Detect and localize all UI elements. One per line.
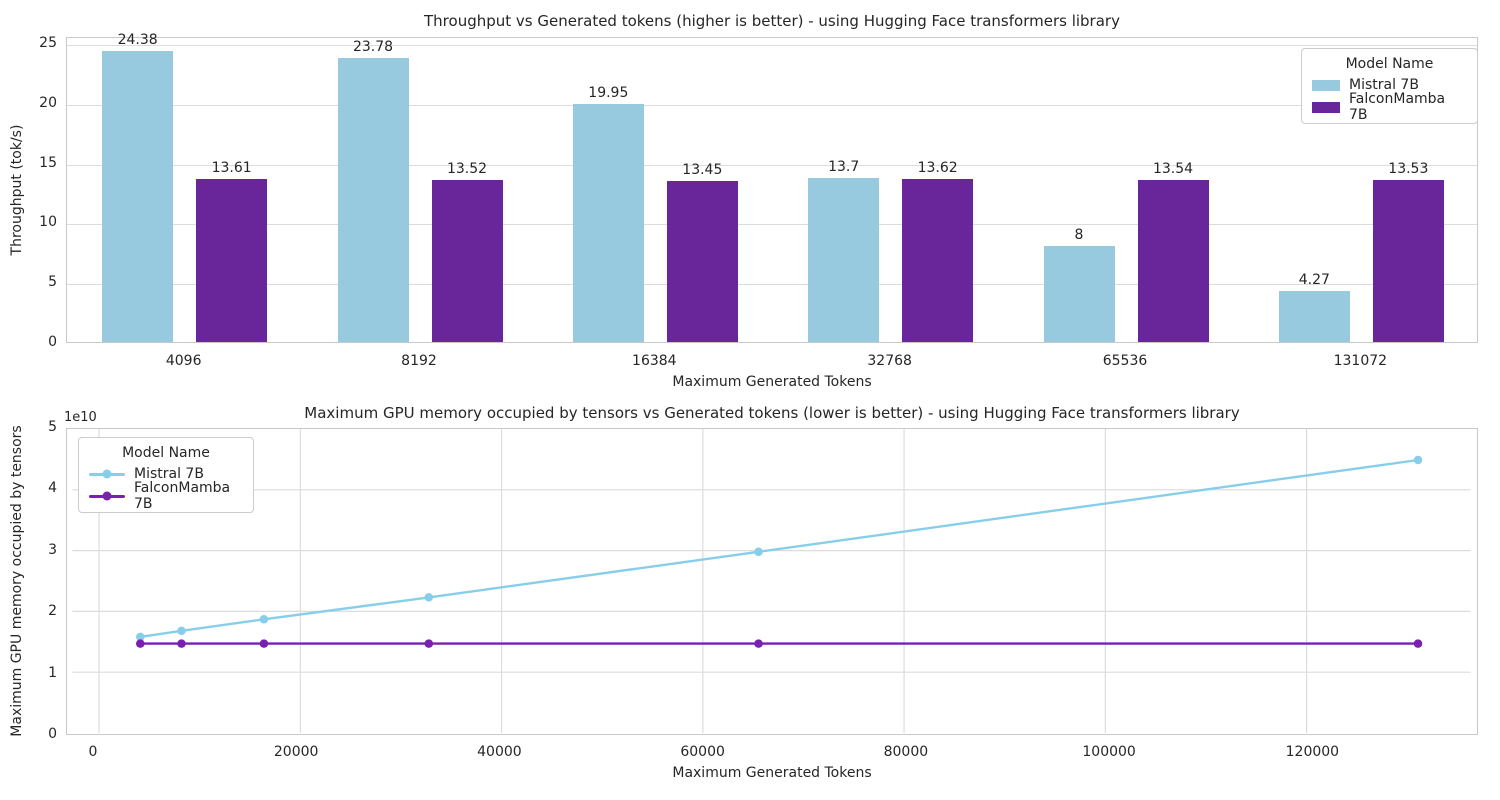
legend-item-mistral: Mistral 7B xyxy=(1312,74,1467,96)
y-tick-label: 25 xyxy=(39,35,57,52)
x-tick-label: 65536 xyxy=(1102,353,1148,369)
memory-y-axis-label: Maximum GPU memory occupied by tensors xyxy=(9,425,25,737)
marker-falconmamba-7b xyxy=(424,639,434,648)
throughput-y-axis-label: Throughput (tok/s) xyxy=(9,124,25,256)
bar-falconmamba-7b xyxy=(902,179,974,342)
y-tick-label: 4 xyxy=(48,480,57,497)
mistral-marker-icon xyxy=(102,469,112,479)
x-tick-label: 131072 xyxy=(1333,353,1388,369)
bar-falconmamba-7b xyxy=(431,180,503,342)
y-tick-label: 0 xyxy=(48,334,57,350)
y-axis-offset-text: 1e10 xyxy=(64,410,97,425)
bar-value-label: 23.78 xyxy=(352,38,394,55)
bar-value-label: 13.53 xyxy=(1388,161,1429,178)
legend-title: Model Name xyxy=(122,445,210,461)
bar-value-label: 13.61 xyxy=(211,160,252,177)
bar-falconmamba-7b xyxy=(1372,180,1444,342)
x-tick-label: 40000 xyxy=(477,744,522,760)
memory-chart-title: Maximum GPU memory occupied by tensors v… xyxy=(304,404,1240,422)
gridline xyxy=(67,284,1477,286)
bar-mistral-7b xyxy=(1278,290,1350,342)
x-tick-label: 120000 xyxy=(1285,744,1340,760)
x-tick-label: 0 xyxy=(88,744,98,760)
bar-value-label: 24.38 xyxy=(117,31,158,48)
y-tick-label: 5 xyxy=(48,274,57,291)
marker-mistral-7b xyxy=(136,632,145,642)
x-tick-label: 32768 xyxy=(867,353,912,369)
y-tick-label: 1 xyxy=(48,664,57,681)
marker-mistral-7b xyxy=(424,593,434,602)
throughput-chart-title: Throughput vs Generated tokens (higher i… xyxy=(424,12,1120,30)
marker-mistral-7b xyxy=(754,547,763,557)
throughput-x-axis-label: Maximum Generated Tokens xyxy=(672,374,872,390)
x-tick-label: 60000 xyxy=(680,744,725,760)
gridline xyxy=(67,164,1477,166)
memory-plot-area xyxy=(66,428,1478,735)
y-tick-label: 20 xyxy=(39,94,57,111)
bar-falconmamba-7b xyxy=(666,181,738,342)
x-tick-label: 4096 xyxy=(165,353,202,369)
bar-mistral-7b xyxy=(337,57,409,342)
legend-item-falconmamba: FalconMamba 7B xyxy=(89,480,243,512)
x-tick-label: 20000 xyxy=(273,744,319,760)
bar-value-label: 13.52 xyxy=(446,161,488,178)
x-tick-label: 80000 xyxy=(883,744,929,760)
throughput-legend: Model Name Mistral 7B FalconMamba 7B xyxy=(1301,48,1478,124)
bar-mistral-7b xyxy=(102,50,174,342)
marker-mistral-7b xyxy=(1413,455,1423,465)
y-tick-label: 15 xyxy=(39,154,57,171)
falconmamba-line-swatch xyxy=(89,491,125,501)
marker-falconmamba-7b xyxy=(136,639,145,648)
bar-mistral-7b xyxy=(572,103,644,342)
bar-value-label: 13.45 xyxy=(682,162,723,179)
mistral-color-swatch xyxy=(1312,79,1340,91)
bar-value-label: 13.7 xyxy=(828,159,860,176)
y-tick-label: 5 xyxy=(48,419,57,435)
marker-mistral-7b xyxy=(177,626,186,636)
bar-value-label: 4.27 xyxy=(1298,271,1330,288)
marker-falconmamba-7b xyxy=(259,639,269,648)
throughput-plot-area: 24.38 13.61 23.78 13.52 19.95 13.45 13.7 13.62 8… xyxy=(66,32,1478,343)
gridline xyxy=(67,104,1477,106)
falconmamba-marker-icon xyxy=(102,491,112,501)
legend-title: Model Name xyxy=(1345,56,1434,72)
legend-label-falconmamba: FalconMamba 7B xyxy=(134,480,231,512)
gridline xyxy=(67,224,1477,226)
legend-label-mistral: Mistral 7B xyxy=(1349,77,1419,93)
y-tick-label: 0 xyxy=(48,726,57,742)
legend-label-mistral: Mistral 7B xyxy=(134,466,204,482)
bar-value-label: 19.95 xyxy=(588,84,629,101)
marker-falconmamba-7b xyxy=(177,639,186,648)
bar-mistral-7b xyxy=(808,178,880,342)
memory-x-axis-label: Maximum Generated Tokens xyxy=(672,765,872,781)
marker-falconmamba-7b xyxy=(754,639,763,648)
marker-falconmamba-7b xyxy=(1413,639,1423,648)
bar-value-label: 13.54 xyxy=(1152,161,1194,178)
x-tick-label: 16384 xyxy=(632,353,677,369)
bar-value-label: 13.62 xyxy=(917,160,958,177)
memory-legend: Model Name Mistral 7B FalconMamba 7B xyxy=(78,437,254,513)
x-tick-label: 8192 xyxy=(401,353,437,369)
y-tick-label: 2 xyxy=(48,603,57,620)
line-mistral-7b xyxy=(140,458,1419,639)
bar-mistral-7b xyxy=(1043,246,1115,342)
bar-falconmamba-7b xyxy=(1137,180,1209,342)
mistral-line-swatch xyxy=(89,469,125,479)
bar-value-label: 8 xyxy=(1074,227,1084,244)
y-tick-label: 3 xyxy=(48,541,57,558)
falconmamba-color-swatch xyxy=(1312,101,1340,113)
legend-item-mistral: Mistral 7B xyxy=(89,463,243,485)
y-tick-label: 10 xyxy=(39,214,57,231)
legend-item-falconmamba: FalconMamba 7B xyxy=(1312,91,1467,123)
gridline xyxy=(67,45,1477,47)
memory-lines-canvas xyxy=(72,429,1471,733)
x-tick-label: 100000 xyxy=(1082,744,1136,760)
legend-label-falconmamba: FalconMamba 7B xyxy=(1349,91,1446,123)
marker-mistral-7b xyxy=(259,615,269,624)
bar-falconmamba-7b xyxy=(196,179,268,342)
